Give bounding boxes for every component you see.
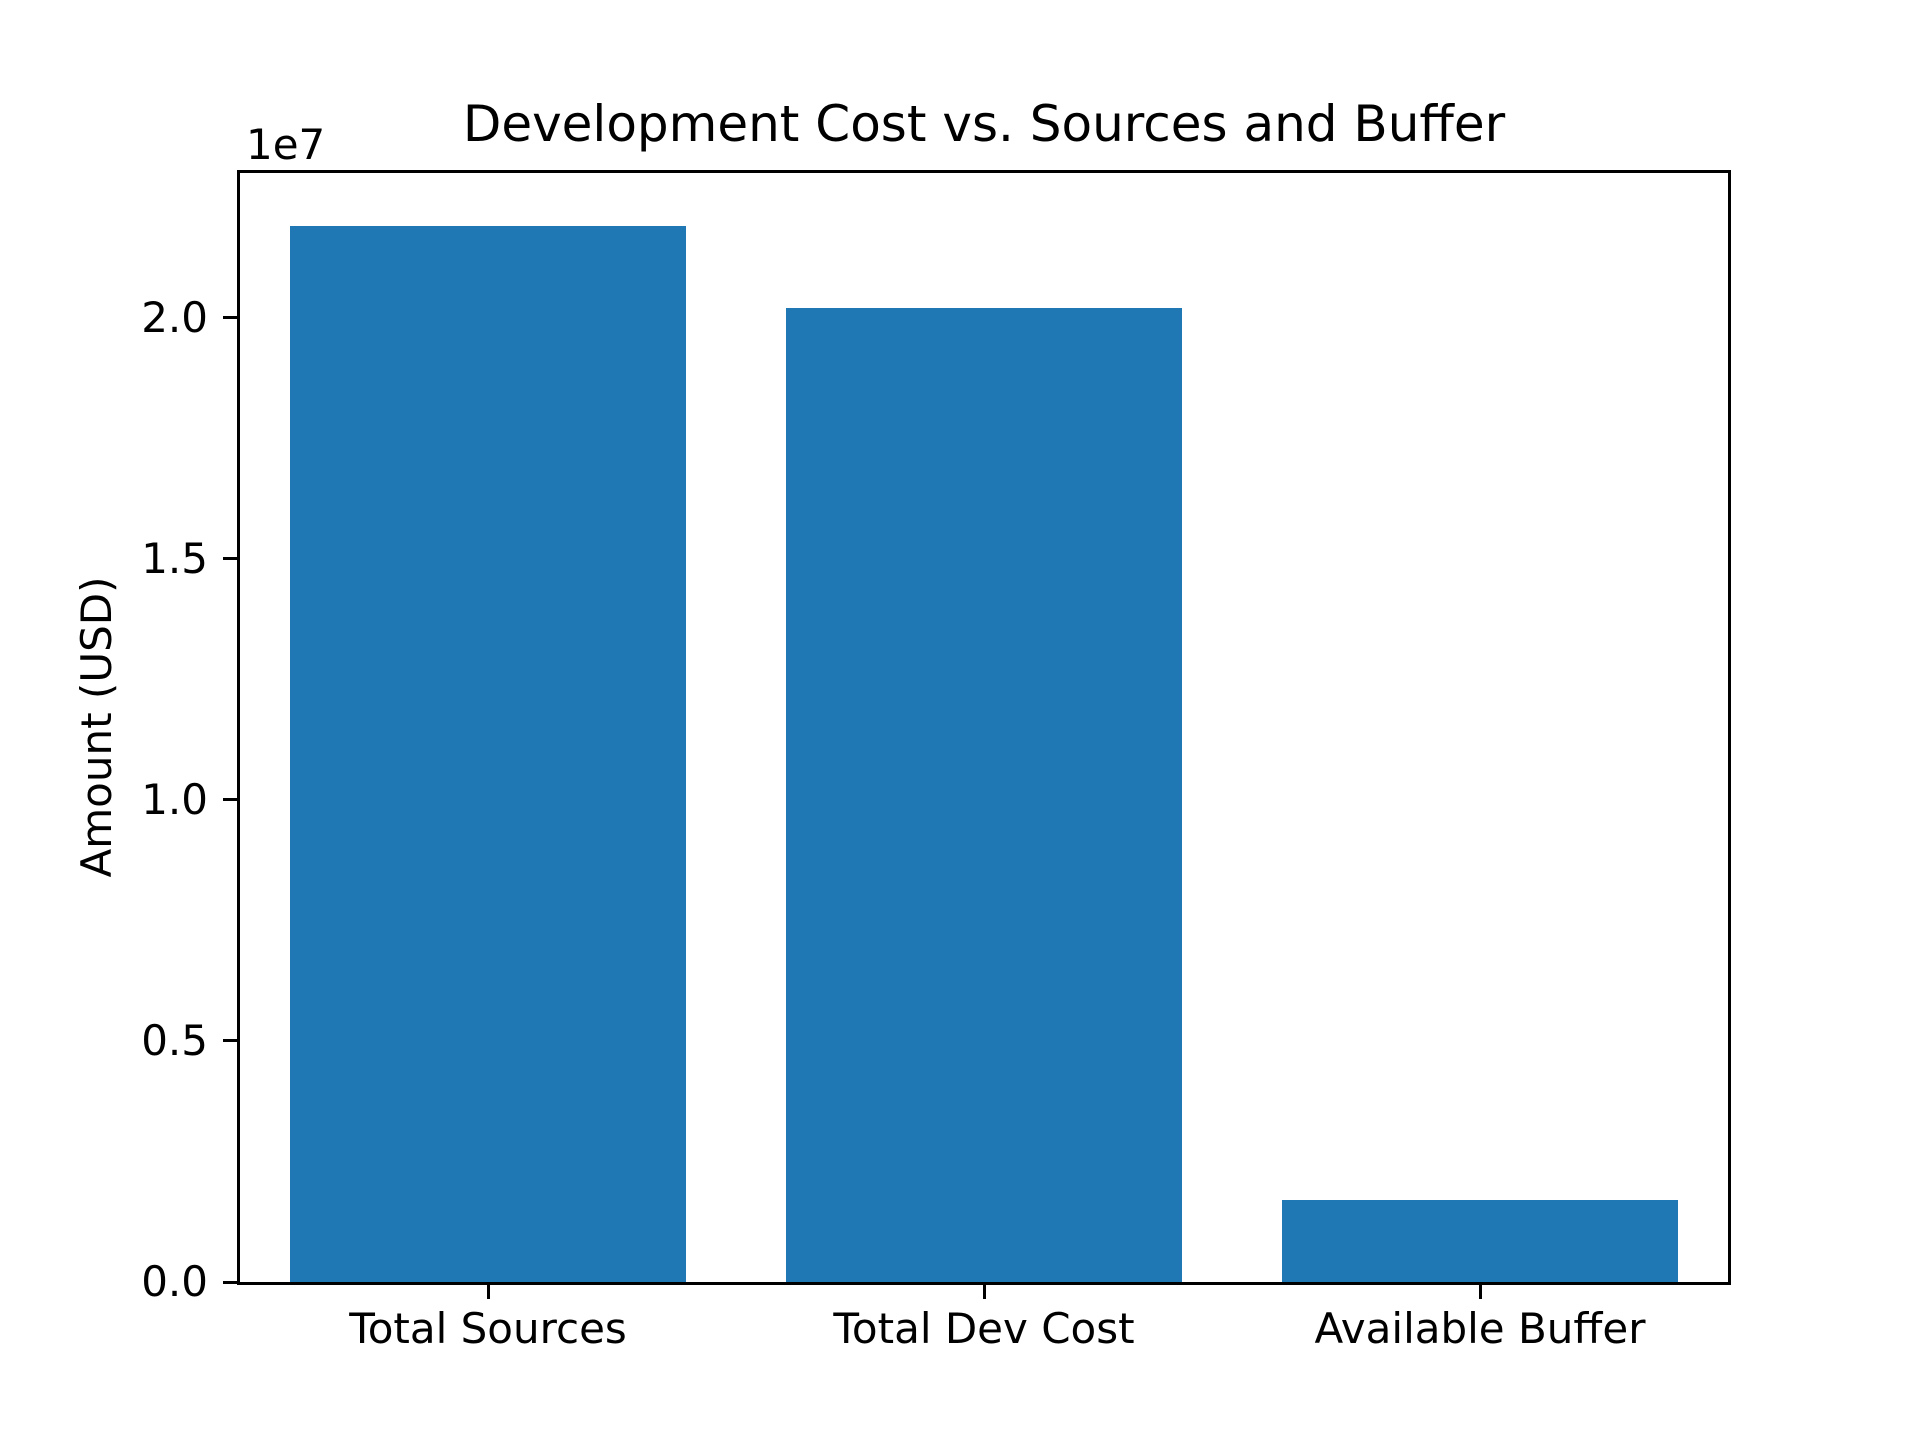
x-tick-mark [486, 1282, 490, 1299]
y-tick-label-1.0: 1.0 [141, 774, 208, 824]
bar-total-sources [289, 226, 687, 1282]
x-tick-label-total-sources: Total Sources [349, 1304, 627, 1353]
y-tick-label-2.0: 2.0 [141, 292, 208, 342]
y-tick-label-0.0: 0.0 [141, 1257, 208, 1306]
x-tick-label-total-dev-cost: Total Dev Cost [833, 1304, 1135, 1353]
y-axis-offset-text: 1e7 [246, 120, 326, 169]
plot-area: Total Sources Total Dev Cost Available Buf… [141, 170, 1731, 1353]
y-tick-mark [223, 316, 240, 320]
y-tick-mark [223, 798, 240, 802]
y-tick-label-1.5: 1.5 [141, 533, 208, 583]
x-tick-mark [1478, 1282, 1482, 1299]
y-tick-mark [223, 1039, 240, 1043]
y-tick-mark [223, 1280, 240, 1284]
y-tick-mark [223, 557, 240, 561]
x-tick-label-available-buffer: Available Buffer [1314, 1304, 1646, 1353]
bar-available-buffer [1281, 1200, 1679, 1282]
y-axis-label: Amount (USD) [72, 576, 121, 878]
x-tick-mark [982, 1282, 986, 1299]
bar-total-dev-cost [785, 308, 1183, 1282]
y-tick-label-0.5: 0.5 [141, 1015, 208, 1065]
chart-title: Development Cost vs. Sources and Buffer [462, 95, 1506, 153]
